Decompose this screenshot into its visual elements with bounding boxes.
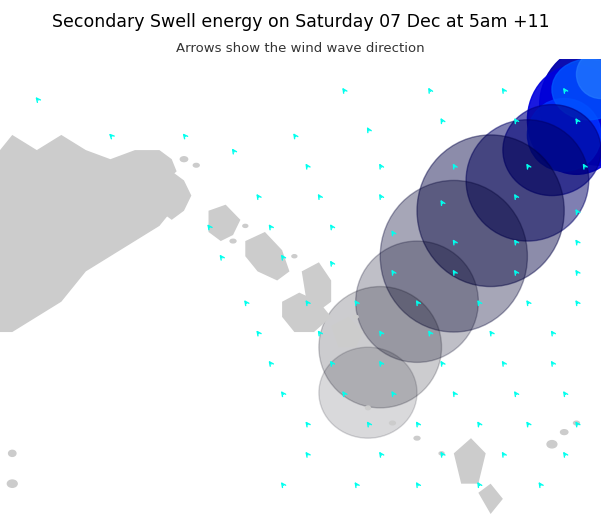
- Polygon shape: [454, 438, 486, 484]
- Ellipse shape: [356, 241, 478, 362]
- Text: Arrows show the wind wave direction: Arrows show the wind wave direction: [176, 42, 425, 55]
- Ellipse shape: [576, 50, 601, 99]
- Ellipse shape: [389, 421, 395, 425]
- Ellipse shape: [7, 480, 17, 487]
- Ellipse shape: [503, 105, 601, 195]
- Polygon shape: [478, 484, 503, 514]
- Ellipse shape: [319, 347, 417, 438]
- Polygon shape: [37, 135, 177, 180]
- Ellipse shape: [243, 225, 248, 227]
- Ellipse shape: [466, 120, 589, 241]
- Ellipse shape: [194, 163, 199, 167]
- Polygon shape: [159, 171, 191, 220]
- Ellipse shape: [528, 65, 601, 174]
- Ellipse shape: [365, 406, 370, 410]
- Ellipse shape: [8, 450, 16, 456]
- Polygon shape: [209, 205, 240, 241]
- Ellipse shape: [180, 157, 188, 161]
- Ellipse shape: [292, 255, 297, 258]
- Ellipse shape: [230, 239, 236, 243]
- Text: Secondary Swell energy on Saturday 07 Dec at 5am +11: Secondary Swell energy on Saturday 07 De…: [52, 13, 549, 31]
- Ellipse shape: [439, 452, 444, 455]
- Ellipse shape: [528, 99, 601, 171]
- Ellipse shape: [380, 180, 528, 332]
- Ellipse shape: [319, 286, 442, 408]
- Ellipse shape: [561, 430, 568, 434]
- Ellipse shape: [552, 59, 601, 120]
- Ellipse shape: [417, 135, 564, 286]
- Polygon shape: [0, 135, 172, 332]
- Ellipse shape: [547, 440, 557, 448]
- Polygon shape: [331, 317, 363, 347]
- Polygon shape: [245, 232, 290, 281]
- Ellipse shape: [573, 421, 579, 425]
- Polygon shape: [282, 292, 331, 332]
- Ellipse shape: [414, 436, 420, 440]
- Polygon shape: [302, 262, 331, 311]
- Ellipse shape: [353, 316, 358, 318]
- Ellipse shape: [540, 44, 601, 165]
